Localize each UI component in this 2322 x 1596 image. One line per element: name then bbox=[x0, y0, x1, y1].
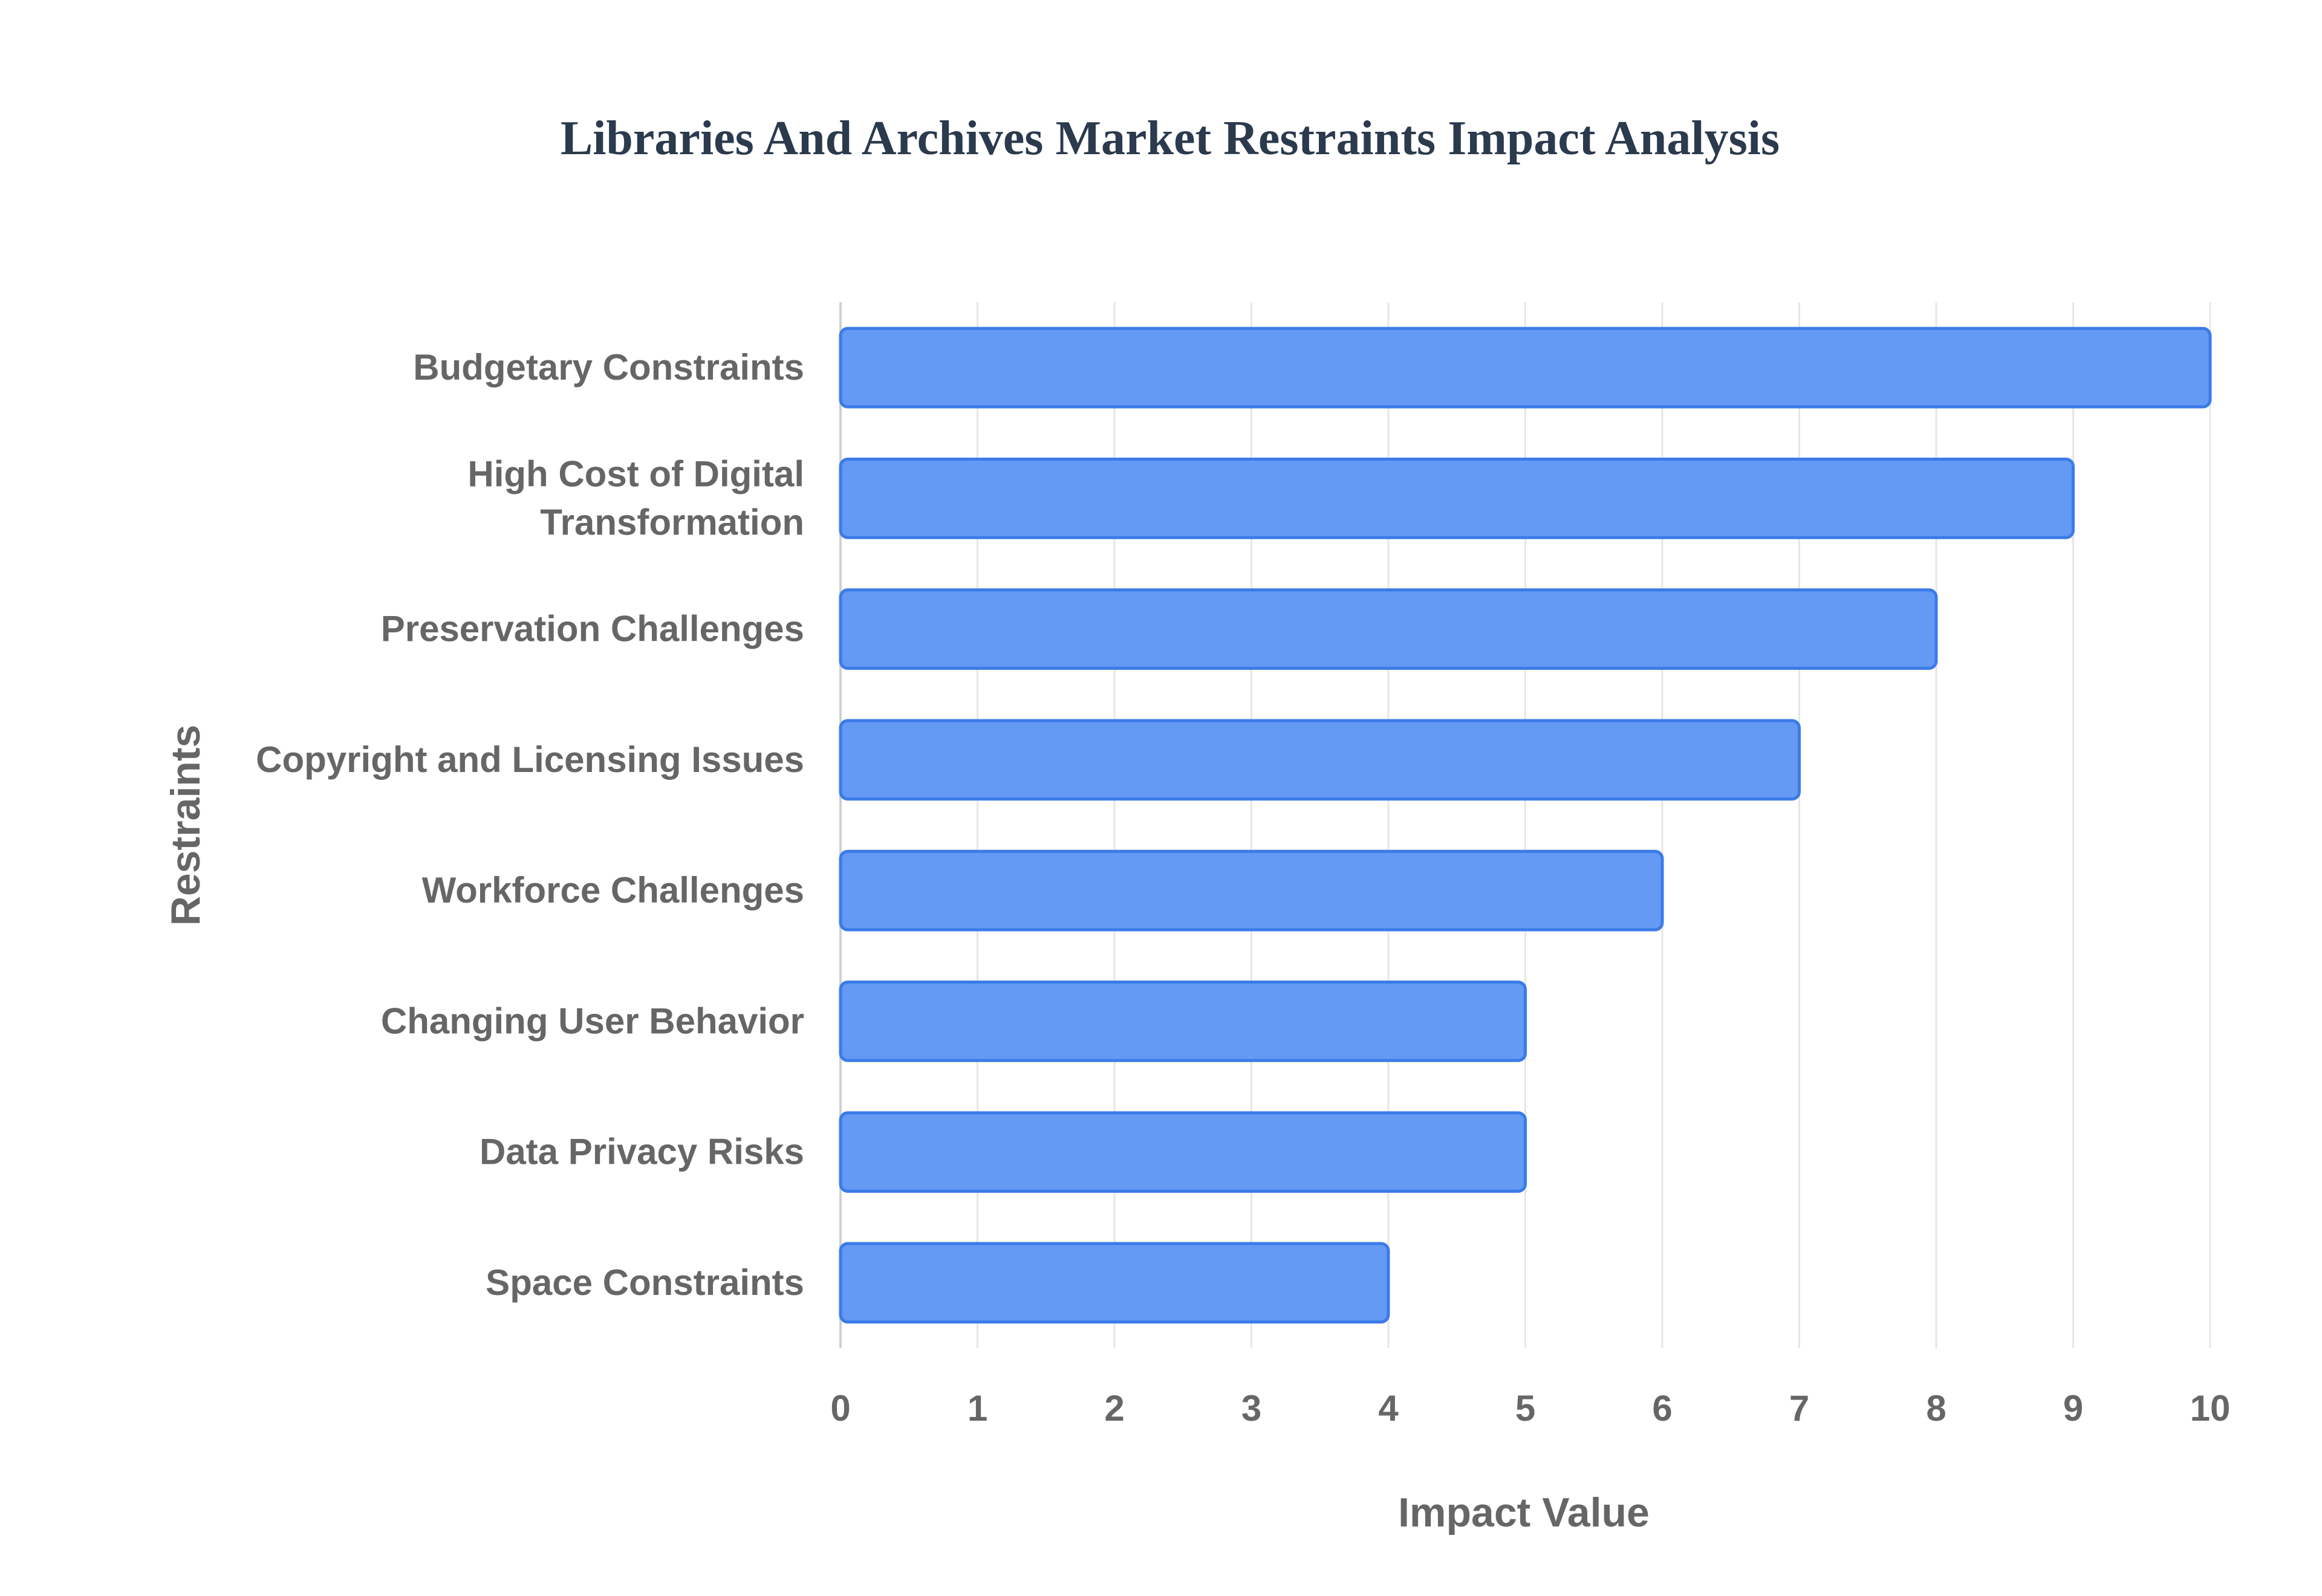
bar[interactable] bbox=[839, 588, 1938, 670]
bar[interactable] bbox=[839, 981, 1527, 1062]
x-tick-label: 9 bbox=[2063, 1388, 2083, 1429]
x-tick-label: 8 bbox=[1926, 1388, 1946, 1429]
bars bbox=[839, 326, 2212, 1324]
bar[interactable] bbox=[839, 326, 2212, 409]
category-label: Copyright and Licensing Issues bbox=[256, 739, 804, 780]
x-tick-label: 6 bbox=[1652, 1388, 1672, 1429]
x-tick-label: 2 bbox=[1104, 1388, 1124, 1429]
x-tick-label: 0 bbox=[830, 1388, 850, 1429]
bar[interactable] bbox=[839, 458, 2075, 539]
category-label: High Cost of Digital Transformation bbox=[467, 453, 804, 542]
category-label: Preservation Challenges bbox=[381, 609, 804, 649]
category-label: Workforce Challenges bbox=[422, 870, 804, 910]
bar[interactable] bbox=[839, 1111, 1527, 1193]
x-tick-label: 1 bbox=[968, 1388, 987, 1429]
category-label: Changing User Behavior bbox=[381, 1001, 804, 1041]
category-label: Data Privacy Risks bbox=[480, 1132, 804, 1172]
category-label: Space Constraints bbox=[486, 1262, 804, 1303]
chart-title: Libraries And Archives Market Restraints… bbox=[561, 112, 1780, 165]
bar[interactable] bbox=[839, 849, 1664, 932]
x-tick-label: 7 bbox=[1789, 1388, 1809, 1429]
x-tick-label: 5 bbox=[1515, 1388, 1535, 1429]
category-label: Budgetary Constraints bbox=[413, 347, 804, 388]
x-tick-label: 3 bbox=[1241, 1388, 1261, 1429]
x-tick-label: 4 bbox=[1378, 1388, 1399, 1429]
bar[interactable] bbox=[839, 719, 1801, 801]
category-labels: Budgetary Constraints High Cost of Digita… bbox=[256, 347, 804, 1303]
bar[interactable] bbox=[839, 1242, 1390, 1324]
y-axis-title: Restraints bbox=[163, 725, 209, 926]
x-tick-label: 10 bbox=[2190, 1388, 2231, 1429]
x-tick-labels: 0 1 2 3 4 5 6 7 8 9 10 bbox=[830, 1388, 2230, 1429]
x-axis-title: Impact Value bbox=[1398, 1490, 1650, 1536]
